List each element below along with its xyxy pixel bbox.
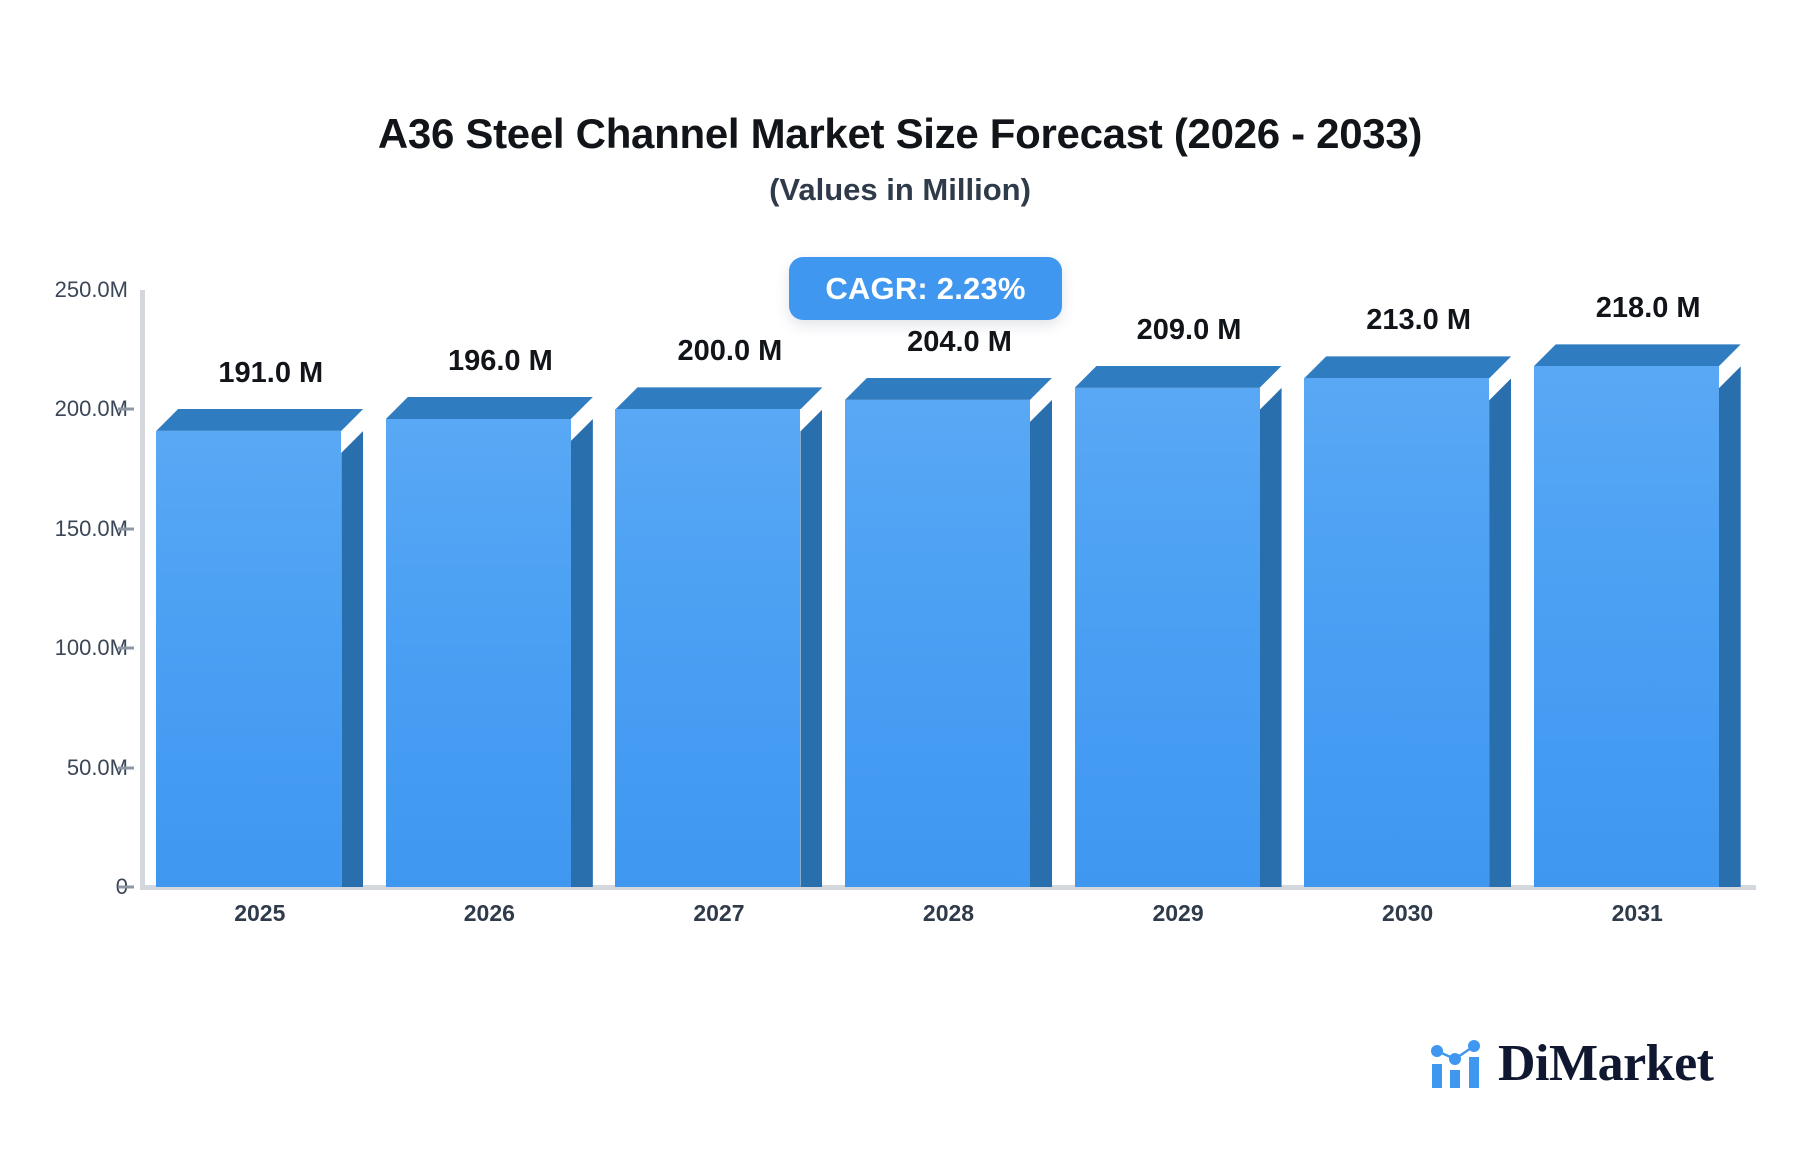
bar-front-face [1304,378,1490,887]
bar-front-face [156,430,342,887]
bar-top-face [1304,356,1512,379]
bar-front-face [615,409,801,887]
bar-side-face [1030,399,1052,887]
bar-value-label: 200.0 M [677,335,783,368]
y-tick-label: 250.0M [54,277,128,302]
logo-text: DiMarket [1498,1035,1714,1092]
y-axis-line [140,290,145,887]
bar-chart-icon [1430,1038,1484,1090]
y-tick-label: 100.0M [54,635,128,661]
dimarket-logo: DiMarket [1430,1035,1714,1092]
y-tick-mark [118,766,134,770]
bar[interactable] [1533,344,1741,887]
bar-side-face [1489,378,1512,887]
bar[interactable] [156,408,364,887]
x-tick-label: 2030 [1382,900,1434,926]
bar-top-face [615,387,823,410]
bar-value-label: 204.0 M [907,325,1012,358]
bar[interactable] [615,387,823,887]
bar-front-face [1074,387,1260,887]
bar-top-face [845,377,1052,400]
y-tick-label: 200.0M [54,396,128,422]
x-tick-label: 2031 [1611,900,1663,926]
bar-side-face [800,409,823,887]
bar-side-face [341,430,364,887]
bar-top-face [156,408,364,431]
bar-top-face [1074,365,1282,388]
bar-value-label: 218.0 M [1595,292,1701,325]
bar-side-face [570,418,593,887]
x-tick-label: 2025 [234,900,286,926]
x-tick-label: 2026 [463,900,515,926]
y-tick-mark [118,527,134,531]
bar-top-face [385,396,593,419]
bar-side-face [1718,366,1741,887]
page-title: A36 Steel Channel Market Size Forecast (… [377,110,1423,157]
bar[interactable] [1304,356,1512,887]
bar[interactable] [845,377,1052,887]
bar-top-face [1533,344,1741,367]
bar-side-face [1259,387,1282,887]
x-tick-label: 2027 [693,900,745,926]
x-tick-label: 2028 [922,900,975,926]
y-tick-mark [118,407,134,411]
bar-front-face [845,399,1030,887]
y-tick-label: 150.0M [54,515,128,541]
bar-value-label: 209.0 M [1136,313,1242,346]
y-tick-mark [118,885,134,889]
y-tick-label: 50.0M [66,754,128,780]
bar[interactable] [385,396,593,887]
chart-subtitle: (Values in Million) [769,172,1031,207]
cagr-badge-label: CAGR: 2.23% [825,270,1026,306]
x-tick-label: 2029 [1152,900,1204,926]
bar-value-label: 213.0 M [1366,304,1472,337]
x-axis-line [140,885,1756,890]
bar-value-label: 196.0 M [447,344,553,377]
y-tick-mark [118,646,134,650]
bar-value-label: 191.0 M [218,356,324,389]
bar-front-face [385,418,571,887]
bar-front-face [1533,366,1719,887]
bar[interactable] [1074,365,1282,887]
cagr-badge: CAGR: 2.23% [789,257,1062,320]
y-tick-label: 0 [8,874,128,900]
